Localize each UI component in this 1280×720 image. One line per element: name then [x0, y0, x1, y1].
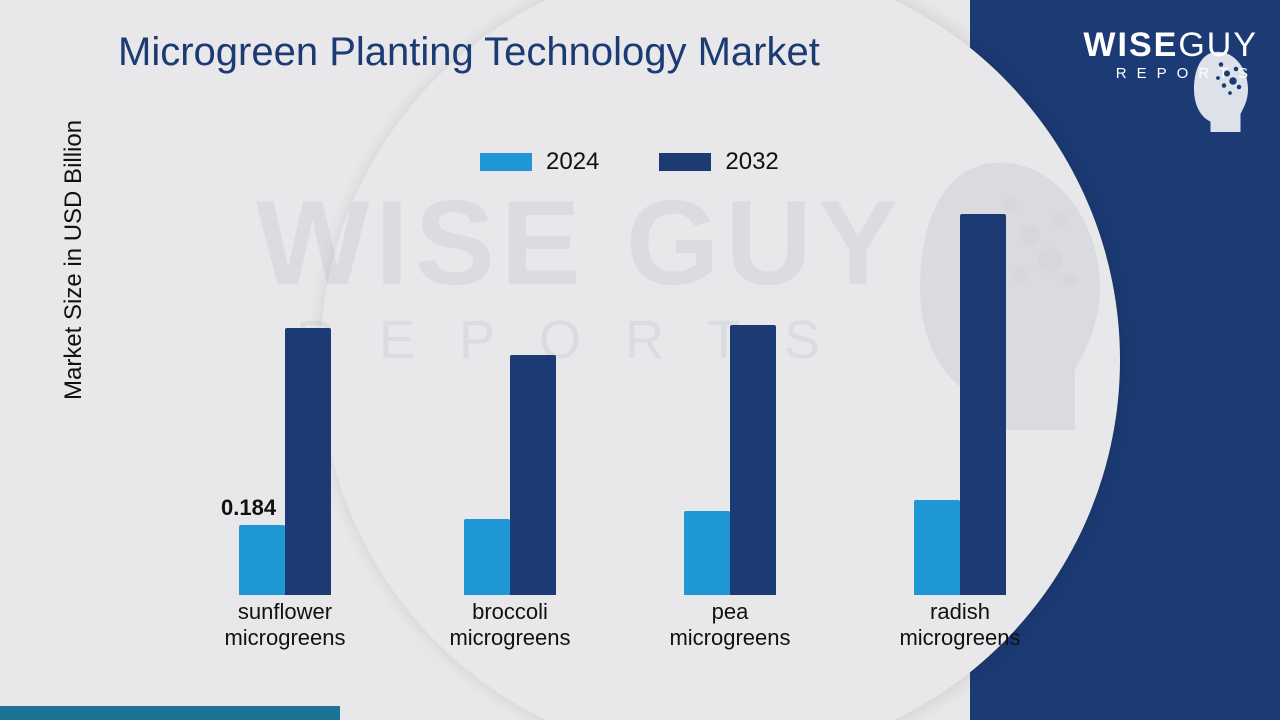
bar [960, 214, 1006, 595]
logo-head-icon [1178, 48, 1258, 138]
bar-group [684, 325, 776, 595]
category-label: peamicrogreens [640, 599, 820, 652]
bar [730, 325, 776, 595]
bar [239, 525, 285, 595]
bar [914, 500, 960, 595]
bar [285, 328, 331, 595]
bar-group [914, 214, 1006, 595]
bar [510, 355, 556, 595]
brand-logo: WISEGUY REPORTS [1083, 28, 1258, 81]
bar-value-label: 0.184 [221, 495, 276, 521]
legend-label-2024: 2024 [546, 148, 599, 176]
category-label: radishmicrogreens [870, 599, 1050, 652]
chart-legend: 2024 2032 [480, 148, 779, 176]
legend-item-2024: 2024 [480, 148, 599, 176]
bar [684, 511, 730, 595]
legend-swatch-2024 [480, 153, 532, 171]
category-label: sunflowermicrogreens [195, 599, 375, 652]
bar-group [464, 355, 556, 595]
chart-area: Market Size in USD Billion sunflowermicr… [65, 175, 1045, 685]
y-axis-label: Market Size in USD Billion [60, 120, 88, 400]
bottom-accent-strip [0, 706, 340, 720]
legend-swatch-2032 [659, 153, 711, 171]
category-label: broccolimicrogreens [420, 599, 600, 652]
legend-label-2032: 2032 [725, 148, 778, 176]
logo-word-wise: WISE [1083, 26, 1178, 64]
plot-area: sunflowermicrogreensbroccolimicrogreensp… [140, 195, 1040, 595]
bar [464, 519, 510, 595]
legend-item-2032: 2032 [659, 148, 778, 176]
bar-group [239, 328, 331, 595]
chart-title: Microgreen Planting Technology Market [118, 30, 838, 75]
